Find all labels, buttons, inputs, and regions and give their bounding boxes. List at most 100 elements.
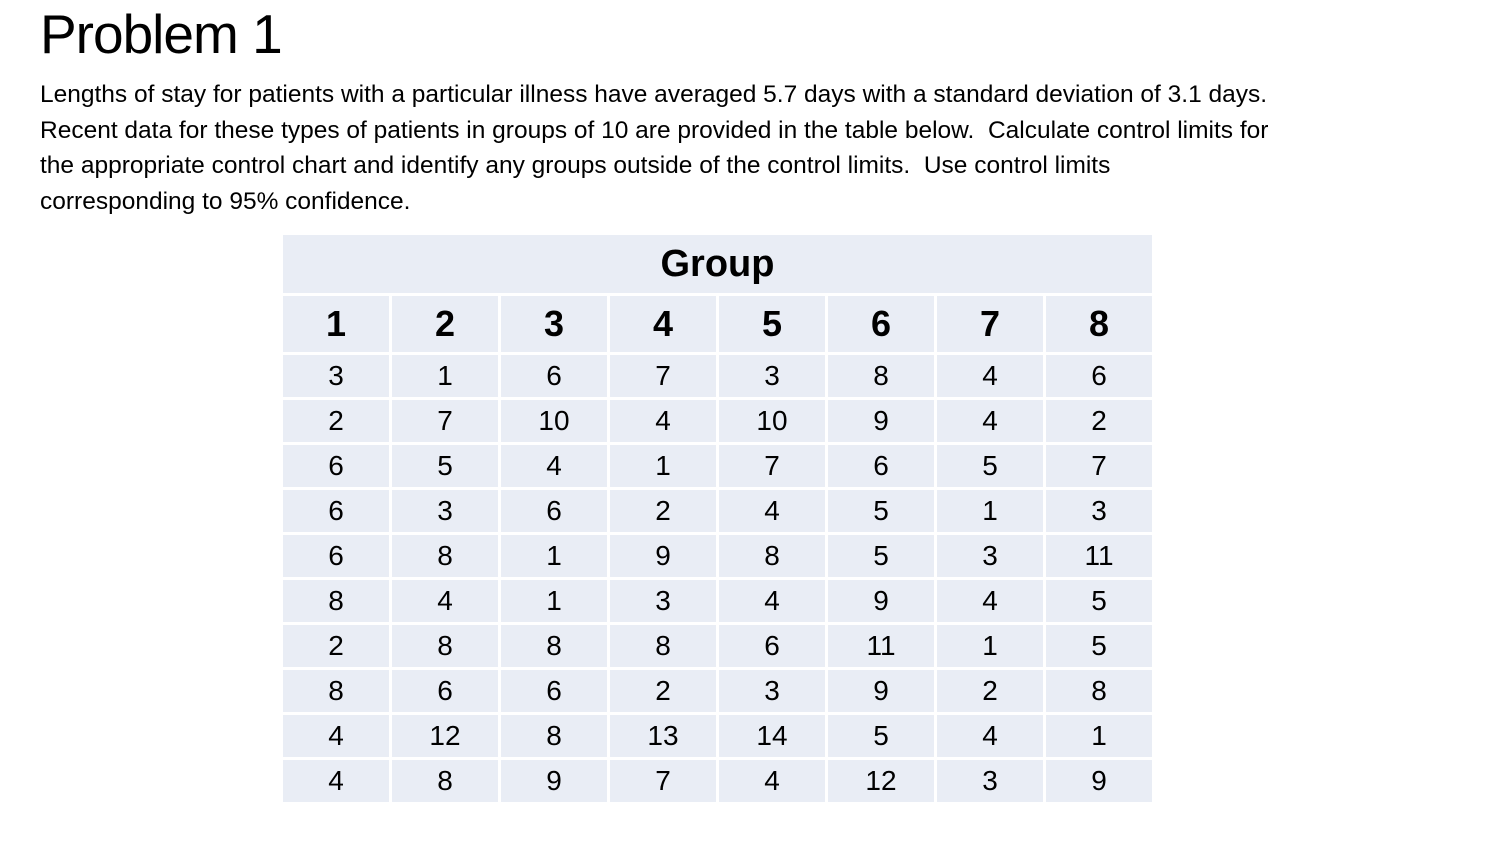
table-cell: 9 xyxy=(498,757,610,805)
table-cell: 9 xyxy=(1043,757,1155,805)
table-cell: 1 xyxy=(607,442,719,490)
table-cell: 4 xyxy=(934,352,1046,400)
table-cell: 13 xyxy=(607,712,719,760)
table-cell: 9 xyxy=(825,577,937,625)
table-cell: 12 xyxy=(389,712,501,760)
table-cell: 3 xyxy=(934,532,1046,580)
table-row: 2 8 8 8 6 11 1 5 xyxy=(280,622,1155,670)
table-cell: 5 xyxy=(825,532,937,580)
table-cell: 4 xyxy=(934,577,1046,625)
table-cell: 8 xyxy=(825,352,937,400)
table-cell: 4 xyxy=(280,757,392,805)
table-cell: 5 xyxy=(934,442,1046,490)
table-cell: 12 xyxy=(825,757,937,805)
page-title: Problem 1 xyxy=(40,3,283,65)
table-row: 4 8 9 7 4 12 3 9 xyxy=(280,757,1155,805)
table-cell: 1 xyxy=(934,487,1046,535)
table-cell: 8 xyxy=(1043,667,1155,715)
table-cell: 7 xyxy=(389,397,501,445)
table-cell: 1 xyxy=(1043,712,1155,760)
table-cell: 4 xyxy=(716,757,828,805)
table-cell: 5 xyxy=(1043,577,1155,625)
table-cell: 8 xyxy=(498,622,610,670)
table-cell: 3 xyxy=(389,487,501,535)
table-cell: 3 xyxy=(716,667,828,715)
table-cell: 5 xyxy=(389,442,501,490)
table-cell: 7 xyxy=(716,442,828,490)
table-cell: 6 xyxy=(389,667,501,715)
table-cell: 6 xyxy=(498,352,610,400)
table-cell: 4 xyxy=(498,442,610,490)
table-cell: 9 xyxy=(825,397,937,445)
table-row: 6 8 1 9 8 5 3 11 xyxy=(280,532,1155,580)
table-cell: 9 xyxy=(607,532,719,580)
table-body: 3 1 6 7 3 8 4 6 2 7 10 4 10 9 4 2 6 5 4 1 7 6 5 7 6 3 6 2 4 5 1 3 6 8 1 9 8 5… xyxy=(280,352,1155,805)
table-cell: 3 xyxy=(716,352,828,400)
table-cell: 6 xyxy=(498,667,610,715)
table-title: Group xyxy=(280,232,1155,296)
column-header: 4 xyxy=(607,293,719,355)
table-cell: 8 xyxy=(280,667,392,715)
table-cell: 6 xyxy=(498,487,610,535)
column-header: 7 xyxy=(934,293,1046,355)
table-cell: 8 xyxy=(389,757,501,805)
column-header: 3 xyxy=(498,293,610,355)
table-cell: 9 xyxy=(825,667,937,715)
table-cell: 5 xyxy=(825,487,937,535)
table-cell: 14 xyxy=(716,712,828,760)
table-cell: 1 xyxy=(389,352,501,400)
table-row: 2 7 10 4 10 9 4 2 xyxy=(280,397,1155,445)
table-cell: 7 xyxy=(607,352,719,400)
table-cell: 1 xyxy=(498,577,610,625)
table-cell: 3 xyxy=(934,757,1046,805)
table-cell: 4 xyxy=(716,487,828,535)
table-cell: 1 xyxy=(934,622,1046,670)
table-cell: 3 xyxy=(280,352,392,400)
table-group-title-row: Group xyxy=(280,232,1155,296)
table-cell: 8 xyxy=(498,712,610,760)
table-cell: 8 xyxy=(280,577,392,625)
column-header: 6 xyxy=(825,293,937,355)
table-cell: 8 xyxy=(716,532,828,580)
table-cell: 2 xyxy=(280,622,392,670)
table-cell: 6 xyxy=(280,442,392,490)
table-cell: 1 xyxy=(498,532,610,580)
table-cell: 6 xyxy=(825,442,937,490)
table-cell: 2 xyxy=(607,487,719,535)
table-cell: 6 xyxy=(716,622,828,670)
table-cell: 2 xyxy=(1043,397,1155,445)
paragraph-line: corresponding to 95% confidence. xyxy=(40,187,411,215)
paragraph-line: Recent data for these types of patients … xyxy=(40,116,1269,144)
table-cell: 4 xyxy=(607,397,719,445)
column-header: 1 xyxy=(280,293,392,355)
table-cell: 11 xyxy=(1043,532,1155,580)
column-header: 2 xyxy=(389,293,501,355)
table-cell: 4 xyxy=(934,712,1046,760)
table-cell: 7 xyxy=(607,757,719,805)
table-cell: 11 xyxy=(825,622,937,670)
table-cell: 4 xyxy=(716,577,828,625)
table-cell: 6 xyxy=(280,532,392,580)
column-header: 8 xyxy=(1043,293,1155,355)
table-cell: 3 xyxy=(607,577,719,625)
table-cell: 10 xyxy=(716,397,828,445)
table-cell: 8 xyxy=(389,622,501,670)
table-cell: 4 xyxy=(389,577,501,625)
problem-statement: Lengths of stay for patients with a part… xyxy=(40,77,1440,219)
table-cell: 3 xyxy=(1043,487,1155,535)
table-cell: 6 xyxy=(280,487,392,535)
table-cell: 2 xyxy=(607,667,719,715)
table-cell: 10 xyxy=(498,397,610,445)
table-cell: 2 xyxy=(934,667,1046,715)
table-cell: 5 xyxy=(825,712,937,760)
table-cell: 8 xyxy=(389,532,501,580)
table-cell: 2 xyxy=(280,397,392,445)
